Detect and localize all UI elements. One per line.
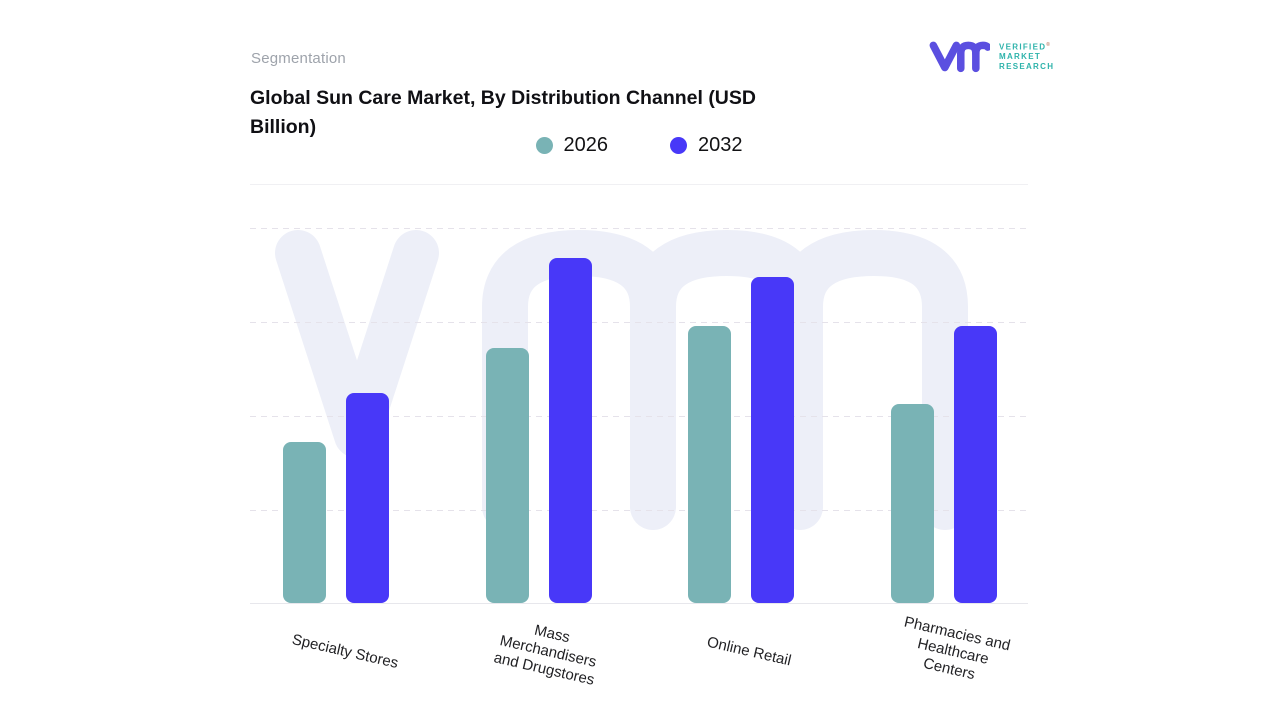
bar-2026-specialty-stores — [283, 441, 326, 603]
plot-area — [250, 228, 1028, 603]
legend-item-2032: 2032 — [670, 134, 743, 157]
legend-dot-2032-icon — [670, 137, 687, 154]
legend-dot-2026-icon — [535, 137, 553, 154]
header-divider — [250, 184, 1028, 185]
chart-title-line-2: Billion) — [250, 116, 317, 138]
bar-2032-mass-merchandisers-and-drugstores — [549, 258, 592, 603]
x-axis-line — [250, 603, 1028, 604]
gridline — [250, 322, 1028, 323]
chart-title-line-1: Global Sun Care Market, By Distribution … — [250, 87, 756, 109]
bar-2026-online-retail — [688, 325, 731, 603]
legend-item-2026: 2026 — [535, 134, 609, 157]
gridline — [250, 416, 1028, 417]
vmr-monogram-icon — [929, 41, 990, 73]
legend-label-2026: 2026 — [563, 134, 609, 156]
gridline — [250, 228, 1028, 229]
bar-group — [891, 228, 997, 603]
registered-mark: ® — [1046, 41, 1050, 48]
vmr-logo-text: VERIFIED® MARKET RESEARCH — [999, 41, 1055, 72]
chart-legend: 2026 2032 — [250, 134, 1028, 157]
bar-group — [688, 228, 794, 603]
bar-chart: Specialty Stores Mass Merchandisers and Dru… — [250, 185, 1028, 689]
gridline — [250, 510, 1028, 511]
bar-2026-mass-merchandisers-and-drugstores — [486, 348, 529, 603]
bar-2032-pharmacies-and-healthcare-centers — [954, 325, 997, 603]
vmr-logo: VERIFIED® MARKET RESEARCH — [928, 36, 1054, 76]
section-eyebrow: Segmentation — [251, 50, 346, 67]
bar-2032-specialty-stores — [346, 393, 389, 603]
bar-2026-pharmacies-and-healthcare-centers — [891, 404, 934, 603]
bar-2032-online-retail — [751, 276, 794, 603]
chart-title: Global Sun Care Market, By Distribution … — [250, 84, 910, 142]
bar-group — [486, 228, 592, 603]
bar-group — [283, 228, 389, 603]
legend-label-2032: 2032 — [698, 134, 743, 156]
